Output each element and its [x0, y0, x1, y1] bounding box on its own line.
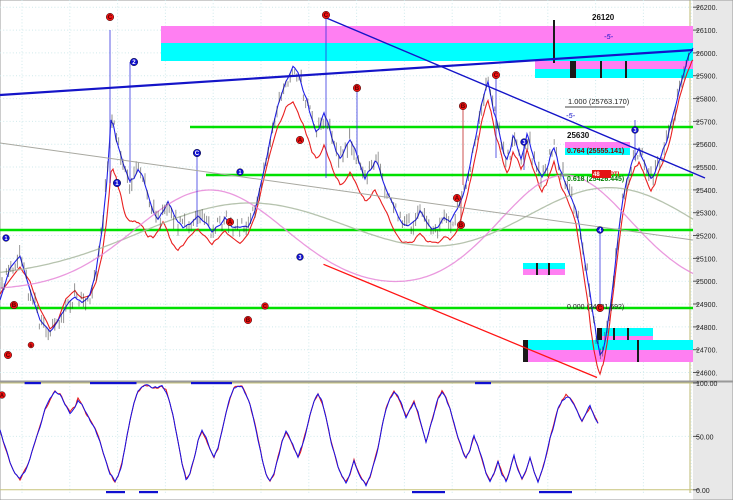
- svg-text:B: B: [459, 222, 464, 229]
- svg-text:24600.: 24600.: [696, 371, 717, 378]
- svg-text:25600.: 25600.: [696, 142, 717, 149]
- svg-text:48: 48: [593, 172, 600, 178]
- svg-text:A: A: [228, 219, 233, 226]
- svg-text:C: C: [494, 72, 499, 79]
- svg-text:4: 4: [599, 228, 602, 234]
- svg-text:3: 3: [634, 128, 637, 134]
- svg-text:C: C: [6, 352, 11, 359]
- svg-text:C: C: [598, 305, 603, 312]
- svg-text:26200.: 26200.: [696, 5, 717, 12]
- svg-text:25800.: 25800.: [696, 97, 717, 104]
- svg-text:25630: 25630: [567, 131, 590, 140]
- svg-text:C: C: [108, 14, 113, 21]
- svg-text:25900.: 25900.: [696, 74, 717, 81]
- svg-text:24800.: 24800.: [696, 325, 717, 332]
- svg-text:B: B: [246, 317, 251, 324]
- svg-text:1.000 (25763.170): 1.000 (25763.170): [568, 97, 630, 106]
- svg-text:1: 1: [239, 170, 242, 176]
- svg-text:A: A: [0, 393, 4, 399]
- svg-text:50.00: 50.00: [696, 434, 714, 441]
- svg-text:26120: 26120: [592, 13, 615, 22]
- svg-text:25100.: 25100.: [696, 256, 717, 263]
- svg-text:25500.: 25500.: [696, 165, 717, 172]
- svg-text:A: A: [298, 137, 303, 144]
- svg-text:26000.: 26000.: [696, 51, 717, 58]
- svg-text:25700.: 25700.: [696, 119, 717, 126]
- svg-text:b: b: [30, 343, 33, 349]
- svg-text:25300.: 25300.: [696, 211, 717, 218]
- svg-text:24700.: 24700.: [696, 348, 717, 355]
- svg-text:3: 3: [523, 140, 526, 146]
- svg-text:25400.: 25400.: [696, 188, 717, 195]
- svg-text:-5-: -5-: [604, 32, 614, 41]
- svg-text:B: B: [461, 103, 466, 110]
- svg-text:-5-: -5-: [566, 111, 576, 120]
- svg-text:26100.: 26100.: [696, 28, 717, 35]
- svg-text:0.00: 0.00: [696, 488, 710, 495]
- svg-text:0.764 (25555.141): 0.764 (25555.141): [567, 148, 624, 155]
- svg-text:B: B: [12, 302, 17, 309]
- svg-text:A: A: [455, 195, 460, 202]
- svg-text:B: B: [355, 85, 360, 92]
- svg-text:1: 1: [5, 236, 8, 242]
- svg-text:25000.: 25000.: [696, 279, 717, 286]
- svg-text:C: C: [195, 150, 200, 157]
- svg-text:25200.: 25200.: [696, 234, 717, 241]
- svg-text:C: C: [324, 12, 329, 19]
- svg-text:3: 3: [299, 255, 302, 261]
- svg-text:C: C: [263, 304, 267, 310]
- svg-text:24900.: 24900.: [696, 302, 717, 309]
- svg-text:0.000 (24881.692): 0.000 (24881.692): [567, 304, 624, 311]
- svg-text:100.00: 100.00: [696, 381, 718, 388]
- svg-text:PTI: PTI: [610, 172, 620, 178]
